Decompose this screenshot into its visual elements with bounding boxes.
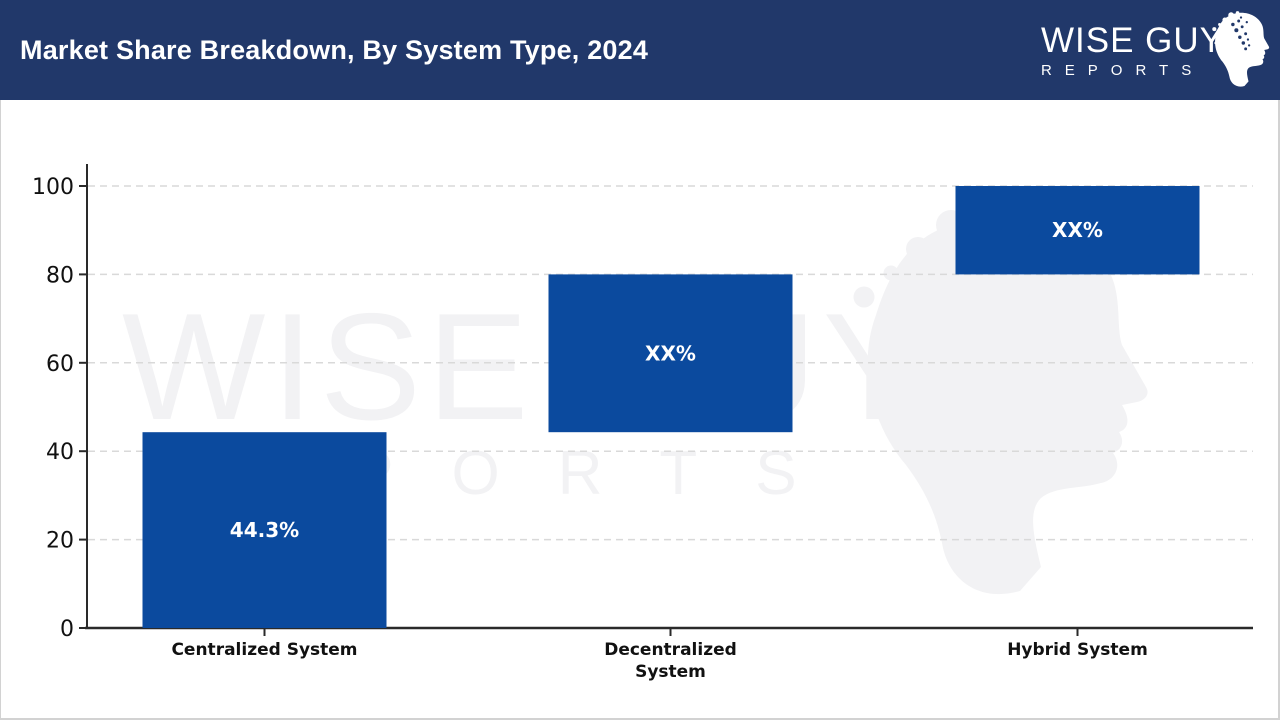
bar-label: XX% xyxy=(1052,218,1103,242)
bar-label: XX% xyxy=(645,341,696,365)
brand-subtitle: REPORTS xyxy=(1040,61,1205,79)
x-tick-label: Centralized System xyxy=(171,640,357,660)
page-title: Market Share Breakdown, By System Type, … xyxy=(20,34,649,65)
y-tick-label: 80 xyxy=(46,263,74,288)
y-tick-label: 60 xyxy=(46,352,74,377)
y-tick-label: 0 xyxy=(60,617,74,642)
brand-logo-text: WISE GUY REPORTS xyxy=(1041,23,1224,78)
bar xyxy=(142,432,387,628)
brand-name: WISE GUY xyxy=(1040,20,1224,60)
x-tick-label: Decentralized System xyxy=(604,640,737,682)
y-tick-label: 100 xyxy=(32,175,74,200)
brand-logo: WISE GUY REPORTS xyxy=(1041,9,1270,91)
bar xyxy=(955,186,1200,275)
y-tick-label: 40 xyxy=(46,440,74,465)
x-tick-label: Hybrid System xyxy=(1007,640,1148,660)
bar-label: 44.3% xyxy=(230,518,299,542)
wiseguy-face-icon xyxy=(1212,9,1270,91)
y-tick-label: 20 xyxy=(46,529,74,554)
header-bar: Market Share Breakdown, By System Type, … xyxy=(0,0,1280,100)
bar xyxy=(548,274,793,433)
